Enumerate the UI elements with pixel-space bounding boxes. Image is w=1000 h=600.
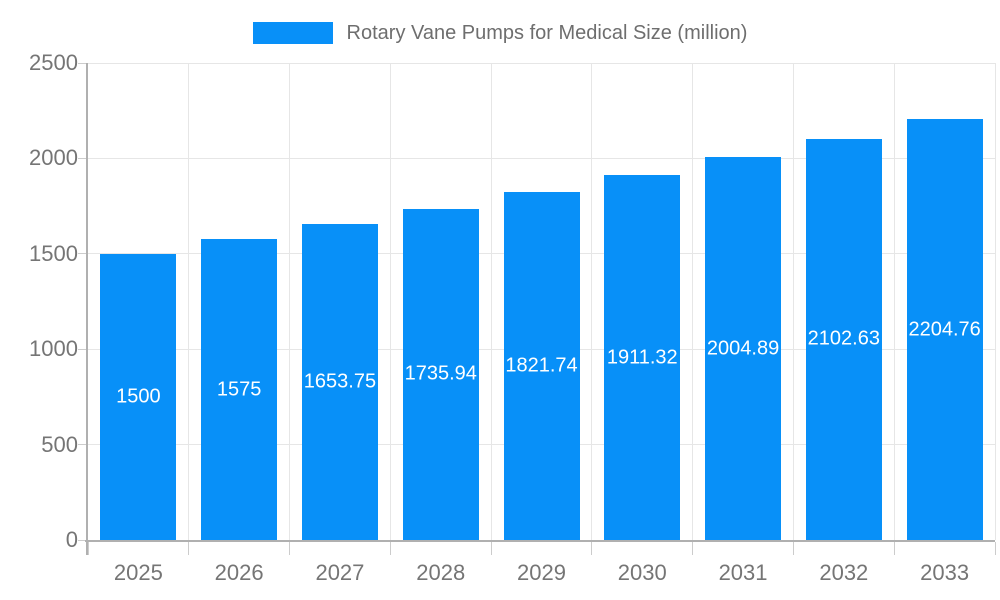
- x-tick: [490, 542, 492, 555]
- y-tick: [78, 539, 88, 541]
- y-tick: [78, 157, 88, 159]
- x-tick-label: 2031: [718, 560, 768, 585]
- legend: Rotary Vane Pumps for Medical Size (mill…: [0, 19, 1000, 47]
- x-tick-label: 2027: [315, 560, 365, 585]
- gridline-vertical: [389, 63, 391, 540]
- legend-label: Rotary Vane Pumps for Medical Size (mill…: [346, 21, 748, 44]
- bar-value-label: 2102.63: [807, 327, 880, 350]
- y-tick-label: 0: [65, 527, 78, 552]
- x-axis-line: [85, 540, 995, 542]
- gridline-horizontal: [88, 157, 995, 159]
- bar: [402, 208, 479, 540]
- bar-value-label: 1911.32: [606, 346, 678, 369]
- bar: [503, 192, 580, 540]
- legend-swatch: [252, 22, 333, 44]
- bar-value-label: 2004.89: [706, 337, 780, 360]
- bar-value-label: 2204.76: [908, 318, 981, 341]
- x-tick: [289, 542, 291, 555]
- gridline-vertical: [692, 63, 694, 540]
- bar-value-label: 1735.94: [404, 362, 477, 385]
- bar: [705, 157, 782, 540]
- bar: [100, 253, 177, 540]
- y-tick-label: 500: [41, 431, 78, 457]
- y-tick-label: 2500: [29, 50, 78, 75]
- x-tick: [792, 542, 794, 555]
- gridline-vertical: [490, 63, 492, 540]
- gridline-vertical: [289, 63, 291, 540]
- y-axis-line: [86, 63, 88, 555]
- bar-value-label: 1821.74: [505, 354, 578, 377]
- y-tick: [78, 253, 88, 255]
- x-tick-label: 2026: [214, 560, 264, 585]
- gridline-vertical: [188, 63, 190, 540]
- gridline-vertical: [994, 63, 996, 540]
- x-tick: [389, 542, 391, 555]
- y-tick-label: 1000: [29, 336, 78, 362]
- bar: [301, 224, 378, 540]
- x-tick: [994, 542, 996, 555]
- y-tick: [78, 62, 88, 64]
- x-tick: [87, 542, 89, 555]
- x-tick-label: 2025: [113, 560, 163, 585]
- bar: [604, 175, 681, 540]
- x-tick-label: 2030: [617, 560, 667, 585]
- bar: [906, 119, 983, 540]
- x-tick-label: 2033: [920, 560, 970, 585]
- y-tick: [78, 444, 88, 446]
- y-tick-label: 2000: [29, 145, 78, 171]
- bar-value-label: 1653.75: [303, 370, 377, 393]
- x-tick-label: 2029: [517, 560, 566, 585]
- bar: [201, 239, 278, 540]
- x-tick: [692, 542, 694, 555]
- bar: [805, 138, 882, 540]
- x-tick: [591, 542, 593, 555]
- y-tick-label: 1500: [29, 240, 78, 266]
- bar-value-label: 1500: [116, 385, 161, 408]
- gridline-vertical: [591, 63, 593, 540]
- gridline-vertical: [893, 63, 895, 540]
- x-tick-label: 2028: [416, 560, 466, 585]
- x-tick: [893, 542, 895, 555]
- x-tick: [188, 542, 190, 555]
- y-tick: [78, 348, 88, 350]
- gridline-horizontal: [88, 62, 995, 64]
- x-tick-label: 2032: [819, 560, 869, 585]
- gridline-vertical: [792, 63, 794, 540]
- bar-value-label: 1575: [216, 378, 262, 401]
